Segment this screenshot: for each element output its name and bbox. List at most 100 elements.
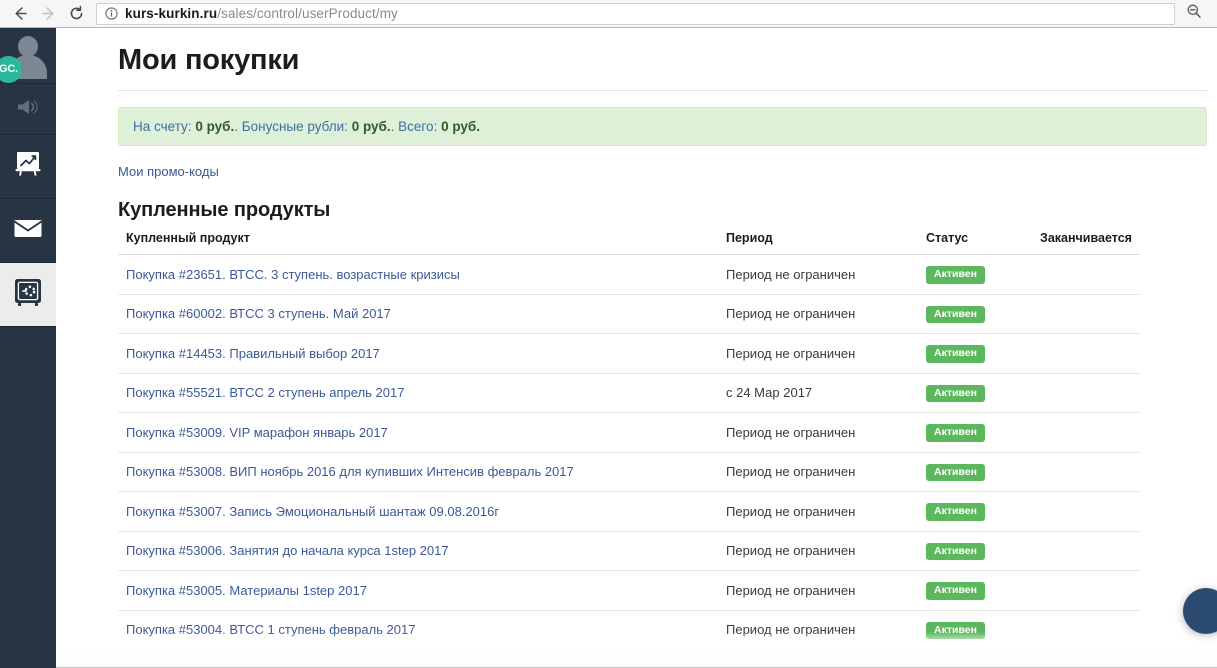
- url-text: kurs-kurkin.ru/sales/control/userProduct…: [125, 6, 398, 21]
- cell-product: Покупка #60002. ВТСС 3 ступень. Май 2017: [118, 294, 726, 334]
- cell-product: Покупка #53003. "Искусство влияния" курс…: [118, 649, 726, 668]
- my-promo-codes-link[interactable]: Мои промо-коды: [118, 164, 219, 179]
- cell-status: Активен: [926, 570, 1040, 611]
- product-link[interactable]: Покупка #53004. ВТСС 1 ступень февраль 2…: [126, 622, 416, 638]
- cell-period: Период не ограничен: [726, 333, 926, 374]
- status-badge: Активен: [926, 542, 985, 560]
- info-circle-icon[interactable]: [105, 7, 118, 20]
- cell-ends: [1040, 649, 1140, 668]
- reload-button[interactable]: [62, 1, 90, 27]
- chat-support-bubble[interactable]: [1183, 588, 1217, 634]
- avatar: GC.: [0, 34, 51, 83]
- table-head: Купленный продукт Период Статус Заканчив…: [118, 231, 1140, 255]
- cell-product: Покупка #53008. ВИП ноябрь 2016 для купи…: [118, 452, 726, 492]
- cell-product: Покупка #53004. ВТСС 1 ступень февраль 2…: [118, 610, 726, 650]
- cell-period: Период не ограничен: [726, 254, 926, 295]
- section-title-purchased-products: Купленные продукты: [118, 199, 331, 221]
- zoom-out-icon: [1186, 3, 1202, 24]
- product-link[interactable]: Покупка #53003. "Искусство влияния" курс…: [126, 662, 485, 668]
- period-text: Период не ограничен: [726, 503, 856, 519]
- cell-period: Период не ограничен: [726, 452, 926, 492]
- table-row: Покупка #53004. ВТСС 1 ступень февраль 2…: [118, 610, 1140, 650]
- product-link[interactable]: Покупка #60002. ВТСС 3 ступень. Май 2017: [126, 306, 391, 322]
- cell-ends: [1040, 373, 1140, 413]
- balance-total-label: Всего:: [398, 119, 438, 134]
- cell-product: Покупка #14453. Правильный выбор 2017: [118, 333, 726, 374]
- page-viewport: Мои покупки На счету: 0 руб.. Бонусные р…: [56, 28, 1217, 668]
- product-link[interactable]: Покупка #53009. VIP марафон январь 2017: [126, 424, 388, 440]
- period-text: Период не ограничен: [726, 266, 856, 282]
- table-row: Покупка #53006. Занятия до начала курса …: [118, 531, 1140, 571]
- status-badge: Активен: [926, 424, 985, 442]
- status-badge: Активен: [926, 582, 985, 600]
- table-row: Покупка #53003. "Искусство влияния" курс…: [118, 649, 1140, 668]
- page-content: Мои покупки На счету: 0 руб.. Бонусные р…: [118, 28, 1217, 668]
- sidebar-item-announcements[interactable]: [0, 84, 56, 135]
- product-link[interactable]: Покупка #14453. Правильный выбор 2017: [126, 345, 380, 361]
- sidebar-item-statistics[interactable]: [0, 135, 56, 199]
- sep-2: .: [390, 119, 395, 134]
- cell-status: Активен: [926, 373, 1040, 413]
- cell-product: Покупка #53006. Занятия до начала курса …: [118, 531, 726, 571]
- table-row: Покупка #53009. VIP марафон январь 2017 П…: [118, 412, 1140, 453]
- product-link[interactable]: Покупка #23651. ВТСС. 3 ступень. возраст…: [126, 266, 460, 282]
- product-link[interactable]: Покупка #53007. Запись Эмоциональный шан…: [126, 503, 500, 519]
- cell-ends: [1040, 452, 1140, 492]
- cell-ends: [1040, 412, 1140, 453]
- table-header-row: Купленный продукт Период Статус Заканчив…: [118, 231, 1140, 255]
- purchases-table: Купленный продукт Период Статус Заканчив…: [118, 231, 1140, 668]
- user-avatar-icon: [18, 35, 38, 57]
- product-link[interactable]: Покупка #53005. Материалы 1step 2017: [126, 582, 367, 598]
- cell-ends: [1040, 610, 1140, 650]
- column-header-product: Купленный продукт: [118, 231, 726, 255]
- cell-period: с 24 Мар 2017: [726, 373, 926, 413]
- product-link[interactable]: Покупка #53008. ВИП ноябрь 2016 для купи…: [126, 464, 574, 480]
- status-badge: Активен: [926, 305, 985, 323]
- status-badge: Активен: [926, 503, 985, 521]
- product-link[interactable]: Покупка #53006. Занятия до начала курса …: [126, 543, 449, 559]
- back-button[interactable]: [6, 1, 34, 27]
- status-badge: Активен: [926, 266, 985, 284]
- table-row: Покупка #55521. ВТСС 2 ступень апрель 20…: [118, 373, 1140, 413]
- cell-product: Покупка #53007. Запись Эмоциональный шан…: [118, 491, 726, 532]
- status-badge: Активен: [926, 661, 985, 668]
- balance-total-value: 0 руб.: [441, 119, 481, 134]
- cell-status: Активен: [926, 452, 1040, 492]
- table-body: Покупка #23651. ВТСС. 3 ступень. возраст…: [118, 254, 1140, 668]
- cell-product: Покупка #55521. ВТСС 2 ступень апрель 20…: [118, 373, 726, 413]
- cell-product: Покупка #23651. ВТСС. 3 ступень. возраст…: [118, 254, 726, 295]
- product-link[interactable]: Покупка #55521. ВТСС 2 ступень апрель 20…: [126, 385, 405, 401]
- cell-status: Активен: [926, 649, 1040, 668]
- period-text: с 24 Мар 2017: [726, 385, 813, 401]
- cell-period: Период не ограничен: [726, 649, 926, 668]
- table-row: Покупка #53007. Запись Эмоциональный шан…: [118, 491, 1140, 532]
- balance-account-value: 0 руб.: [195, 119, 235, 134]
- browser-toolbar: kurs-kurkin.ru/sales/control/userProduct…: [0, 0, 1217, 28]
- status-badge: Активен: [926, 384, 985, 402]
- cell-ends: [1040, 491, 1140, 532]
- period-text: Период не ограничен: [726, 345, 856, 361]
- address-bar[interactable]: kurs-kurkin.ru/sales/control/userProduct…: [96, 2, 1175, 25]
- period-text: Период не ограничен: [726, 306, 856, 322]
- cell-status: Активен: [926, 254, 1040, 295]
- sidebar-item-sales[interactable]: [0, 263, 56, 327]
- table-row: Покупка #60002. ВТСС 3 ступень. Май 2017…: [118, 294, 1140, 334]
- cell-ends: [1040, 294, 1140, 334]
- period-text: Период не ограничен: [726, 424, 856, 440]
- balance-bonus-value: 0 руб.: [351, 119, 391, 134]
- cell-status: Активен: [926, 333, 1040, 374]
- url-path: /sales/control/userProduct/my: [217, 6, 398, 21]
- cell-period: Период не ограничен: [726, 412, 926, 453]
- table-row: Покупка #23651. ВТСС. 3 ступень. возраст…: [118, 254, 1140, 295]
- zoom-out-button[interactable]: [1177, 1, 1211, 27]
- column-header-status: Статус: [926, 231, 1040, 255]
- back-arrow-icon: [12, 5, 29, 22]
- envelope-icon: [12, 216, 44, 245]
- page-title: Мои покупки: [118, 44, 1207, 91]
- column-header-ends: Заканчивается: [1040, 231, 1140, 255]
- sidebar-item-messages[interactable]: [0, 199, 56, 263]
- sidebar-item-profile[interactable]: GC.: [0, 28, 56, 84]
- forward-button[interactable]: [34, 1, 62, 27]
- megaphone-icon: [15, 97, 41, 122]
- cell-ends: [1040, 333, 1140, 374]
